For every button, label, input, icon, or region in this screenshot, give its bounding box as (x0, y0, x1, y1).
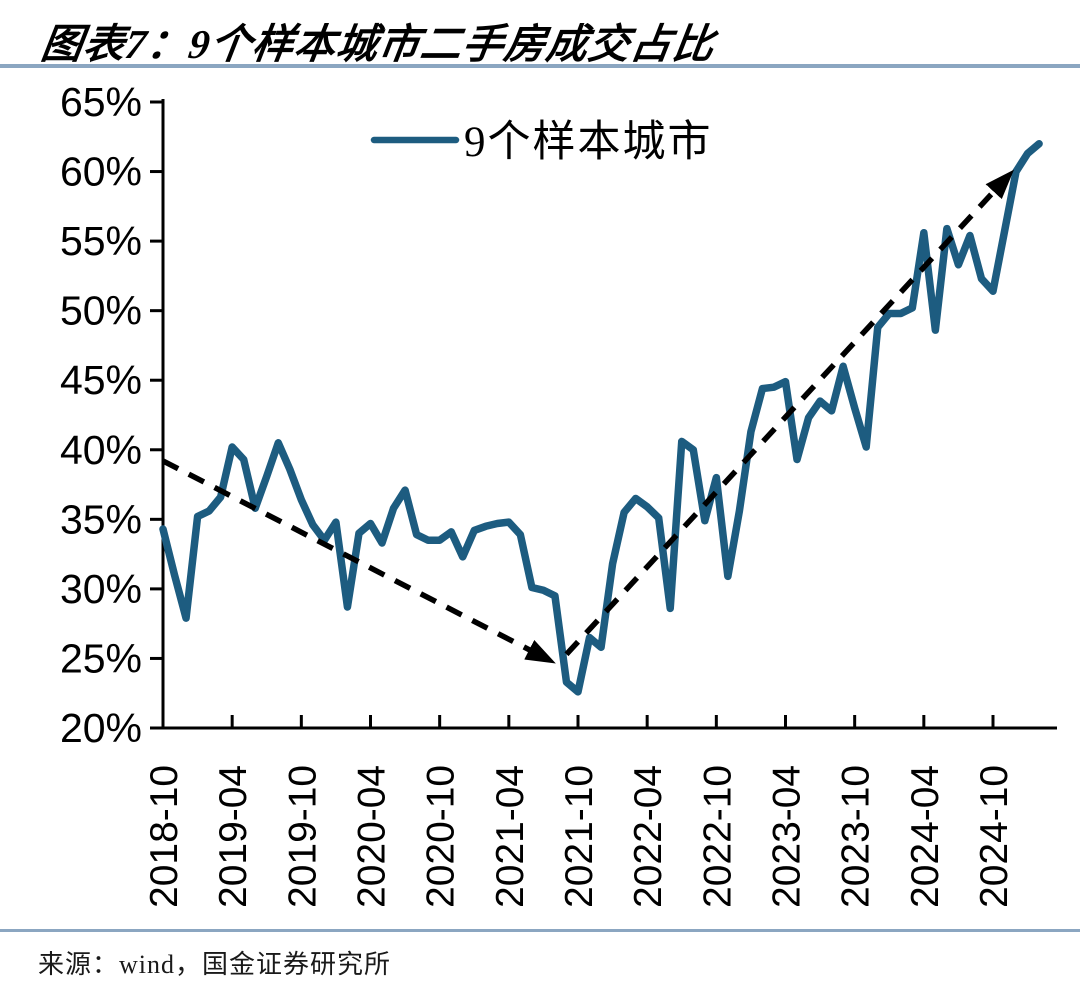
x-tick-label: 2018-10 (143, 765, 186, 908)
y-tick-label: 60% (60, 149, 142, 195)
x-tick-label: 2022-10 (696, 765, 739, 908)
x-tick-label: 2024-10 (973, 765, 1016, 908)
y-tick-label: 50% (60, 288, 142, 334)
y-tick-label: 55% (60, 218, 142, 264)
x-tick-label: 2020-10 (420, 765, 463, 908)
y-tick-label: 20% (60, 705, 142, 751)
x-tick-label: 2019-10 (281, 765, 324, 908)
x-tick-label: 2021-10 (558, 765, 601, 908)
y-tick-label: 45% (60, 357, 142, 403)
x-tick-label: 2022-04 (627, 765, 670, 908)
x-tick-label: 2023-10 (835, 765, 878, 908)
x-tick-label: 2019-04 (212, 765, 255, 908)
y-tick-label: 65% (60, 79, 142, 125)
x-tick-label: 2021-04 (489, 765, 532, 908)
y-tick-label: 35% (60, 496, 142, 542)
trend-arrow-up (564, 169, 1015, 657)
footer-divider-rule (0, 929, 1080, 932)
title-divider-rule (0, 64, 1080, 68)
y-tick-label: 30% (60, 566, 142, 612)
x-tick-label: 2020-04 (351, 765, 394, 908)
series-line-9-sample-cities (159, 139, 1043, 696)
legend-label: 9个样本城市 (464, 118, 713, 166)
source-note: 来源：wind，国金证券研究所 (38, 950, 392, 979)
y-tick-label: 40% (60, 427, 142, 473)
y-tick-label: 25% (60, 635, 142, 681)
trend-arrow-down (161, 458, 556, 664)
x-tick-label: 2024-04 (904, 765, 947, 908)
x-tick-label: 2023-04 (766, 765, 809, 908)
